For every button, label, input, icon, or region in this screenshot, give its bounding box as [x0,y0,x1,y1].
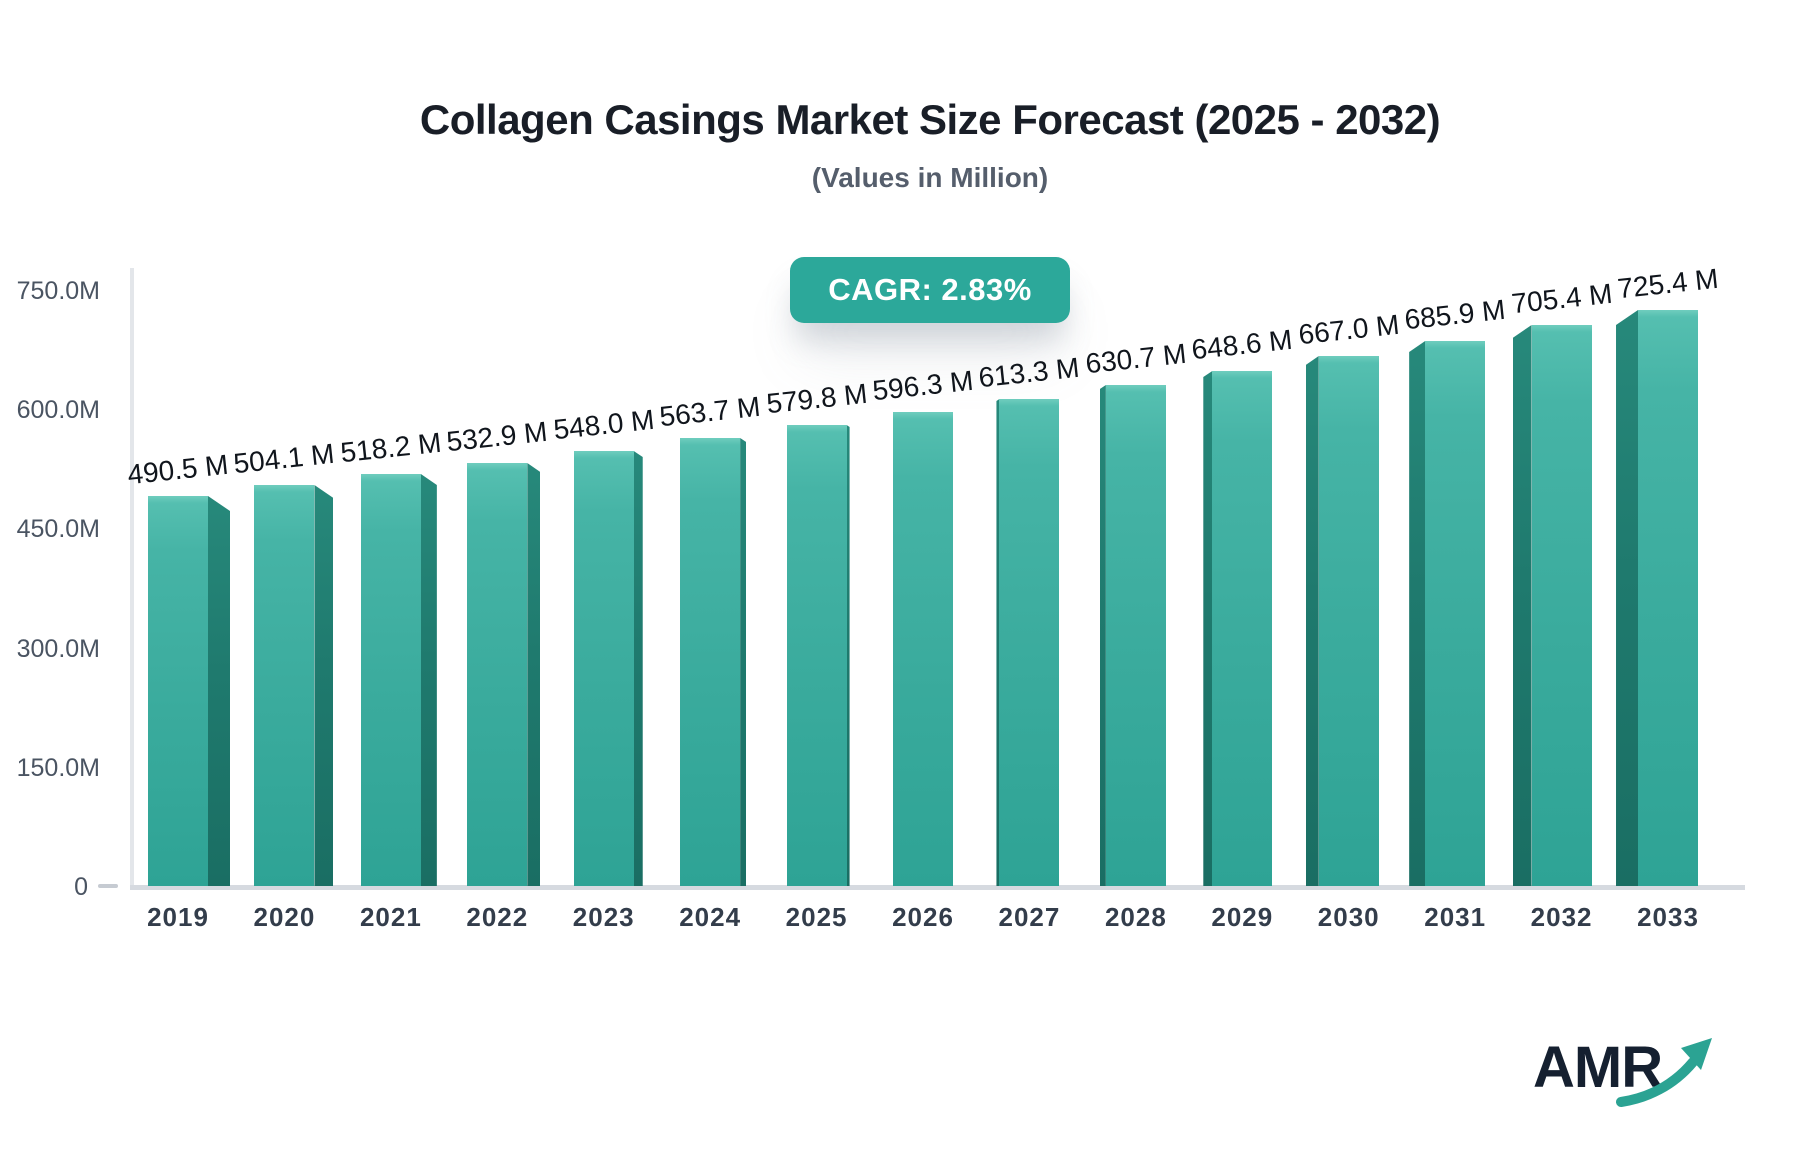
zero-tick-dash [98,884,118,888]
bar-side-2021 [420,474,437,886]
bar-value-label-2027: 613.3 M [977,351,1082,394]
bar-side-2020 [314,485,334,886]
y-tick-label-300.0M: 300.0M [16,634,100,663]
bar-2031[interactable] [1425,341,1486,886]
bar-value-label-2021: 518.2 M [338,426,443,469]
y-axis-line [130,268,134,890]
x-axis-label-2023: 2023 [572,902,635,932]
bar-side-2019 [208,496,230,886]
bar-2024[interactable] [680,438,741,886]
bar-value-label-2019: 490.5 M [126,448,230,491]
bar-side-2025 [846,425,850,886]
chart-title: Collagen Casings Market Size Forecast (2… [419,96,1441,143]
amr-logo: AMR [1533,1030,1723,1120]
x-axis-label-2020: 2020 [253,902,316,932]
x-axis-label-2032: 2032 [1530,902,1593,932]
x-axis-label-2027: 2027 [998,902,1061,932]
bar-value-label-2029: 648.6 M [1190,323,1295,366]
bar-2021[interactable] [360,474,421,886]
x-axis-label-2019: 2019 [147,902,209,932]
cagr-badge: CAGR: 2.83% [790,257,1070,323]
bar-side-2022 [527,463,541,886]
bar-2022[interactable] [467,463,528,886]
bar-value-label-2032: 705.4 M [1509,277,1614,320]
x-axis-label-2031: 2031 [1424,902,1487,932]
bar-2026[interactable] [893,412,953,886]
x-axis-label-2030: 2030 [1317,902,1380,932]
chart-subtitle: (Values in Million) [811,162,1049,193]
bar-value-label-2033: 725.4 M [1616,262,1720,305]
x-axis-label-2022: 2022 [466,902,529,932]
growth-arrow-icon [1616,1038,1712,1107]
bar-value-label-2025: 579.8 M [764,377,869,420]
x-axis-label-2026: 2026 [892,902,954,932]
y-tick-label-600.0M: 600.0M [16,396,100,425]
bar-side-2029 [1203,371,1213,886]
amr-logo-text: AMR [1533,1035,1663,1100]
bar-2033[interactable] [1638,310,1699,886]
y-tick-label-0: 0 [74,873,88,901]
bar-side-2031 [1409,341,1426,886]
bar-value-label-2026: 596.3 M [871,364,975,407]
bar-2023[interactable] [573,451,634,886]
bar-2030[interactable] [1318,356,1379,886]
x-axis-label-2028: 2028 [1104,902,1167,932]
bar-2019[interactable] [148,496,208,886]
bar-value-label-2031: 685.9 M [1403,293,1508,336]
y-tick-label-750.0M: 750.0M [16,277,100,305]
x-axis-label-2024: 2024 [679,902,742,932]
x-axis-label-2029: 2029 [1211,902,1274,932]
bar-side-2028 [1099,385,1106,886]
x-axis-label-2033: 2033 [1637,902,1699,932]
y-tick-label-150.0M: 150.0M [16,753,100,782]
bar-side-2027 [996,399,1000,886]
bar-side-2033 [1616,310,1639,886]
x-axis-label-2025: 2025 [785,902,848,932]
bar-side-2032 [1512,325,1532,886]
bar-2029[interactable] [1212,371,1273,886]
bar-value-label-2028: 630.7 M [1083,337,1188,380]
bar-value-label-2020: 504.1 M [232,437,337,480]
x-axis-line [130,885,1745,890]
bar-value-label-2022: 532.9 M [445,415,550,458]
bar-value-label-2023: 548.0 M [551,403,656,446]
bar-2027[interactable] [999,399,1060,886]
x-axis-label-2021: 2021 [359,902,422,932]
bar-2020[interactable] [254,485,315,886]
bar-2028[interactable] [1105,385,1166,886]
y-tick-label-450.0M: 450.0M [16,515,100,544]
bar-2025[interactable] [786,425,847,886]
bar-value-label-2024: 563.7 M [658,390,763,433]
bar-2032[interactable] [1531,325,1592,886]
bar-value-label-2030: 667.0 M [1296,308,1401,351]
bar-side-2024 [740,438,747,886]
bar-side-2030 [1305,356,1319,886]
bar-side-2023 [633,451,643,886]
